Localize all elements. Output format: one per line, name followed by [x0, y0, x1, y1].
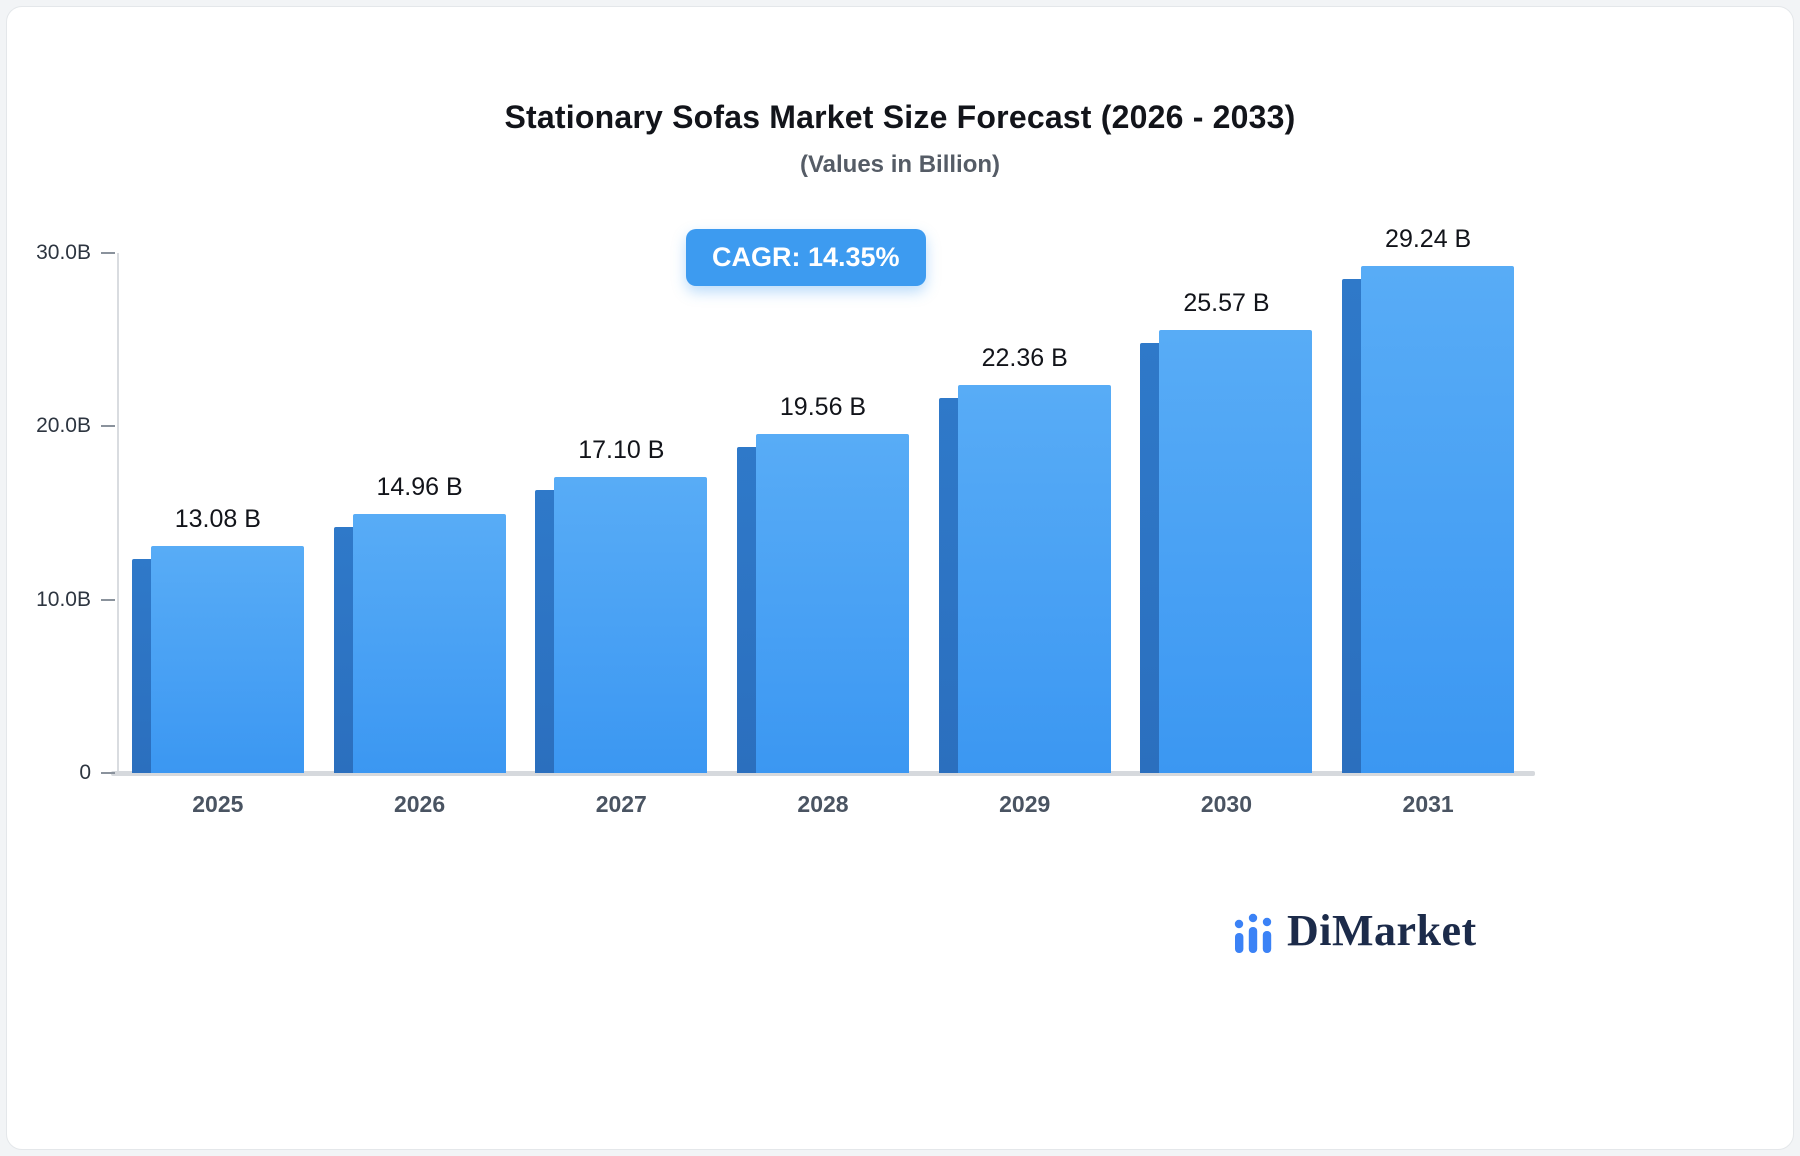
- bar-face: [554, 476, 708, 773]
- bar-3d-side: [1140, 342, 1160, 773]
- dimarket-chart-icon: [1234, 913, 1272, 953]
- bar-chart-plot-area: 0 10.0B 20.0B 30.0B 13.08 B 2025 14.96 B 2026 17…: [36, 225, 1535, 817]
- y-axis-label: 0: [79, 761, 91, 784]
- bar-3d-side: [1342, 279, 1362, 773]
- x-axis-label: 2027: [595, 791, 647, 817]
- bar-value-label: 13.08 B: [174, 505, 261, 534]
- bar-3d-side: [938, 398, 958, 773]
- bar: 14.96 B: [333, 473, 506, 773]
- bar-face: [1361, 266, 1515, 773]
- bar-value-label: 29.24 B: [1385, 225, 1472, 254]
- bar: 17.10 B: [535, 436, 708, 773]
- y-axis-label: 10.0B: [36, 587, 91, 611]
- bar-face: [150, 546, 304, 773]
- bar: 29.24 B: [1342, 225, 1515, 773]
- bar: 19.56 B: [737, 393, 909, 773]
- bar-3d-side: [333, 526, 353, 773]
- brand-name: DiMarket: [1287, 906, 1477, 955]
- bar-face: [756, 433, 909, 773]
- bar-value-label: 14.96 B: [376, 472, 463, 501]
- bar-value-label: 22.36 B: [981, 344, 1068, 373]
- x-axis-line: [111, 771, 1535, 776]
- bar-3d-side: [131, 559, 151, 773]
- brand-logo: DiMarket: [1229, 905, 1477, 956]
- bar-face: [1159, 329, 1313, 773]
- y-axis-line: [117, 253, 119, 773]
- bar-value-label: 19.56 B: [779, 392, 867, 421]
- bar-face: [957, 385, 1111, 773]
- x-axis-label: 2026: [393, 791, 446, 817]
- y-axis-tick: [101, 772, 115, 774]
- y-axis-label: 20.0B: [36, 414, 91, 438]
- bar-3d-side: [737, 446, 756, 773]
- y-axis-tick: [101, 252, 115, 254]
- bar: 22.36 B: [938, 344, 1111, 773]
- x-axis-label: 2030: [1200, 791, 1252, 817]
- y-axis-tick: [101, 425, 115, 428]
- chart-title: Stationary Sofas Market Size Forecast (2…: [504, 99, 1296, 135]
- x-axis-label: 2025: [192, 791, 244, 817]
- x-axis-label: 2028: [797, 791, 849, 817]
- bar-value-label: 17.10 B: [578, 435, 665, 464]
- chart-card: Stationary Sofas Market Size Forecast (2…: [6, 6, 1794, 1150]
- cagr-badge: CAGR: 14.35%: [686, 229, 926, 286]
- x-axis-label: 2029: [999, 791, 1051, 817]
- x-axis-label: 2031: [1402, 791, 1454, 817]
- bar-face: [352, 513, 506, 773]
- bar: 13.08 B: [131, 505, 304, 773]
- bar-value-label: 25.57 B: [1183, 288, 1270, 317]
- bar: 25.57 B: [1140, 289, 1313, 773]
- bar-3d-side: [535, 489, 555, 773]
- y-axis-label: 30.0B: [36, 241, 91, 264]
- y-axis-tick: [101, 598, 115, 601]
- chart-subtitle: (Values in Billion): [799, 151, 1001, 178]
